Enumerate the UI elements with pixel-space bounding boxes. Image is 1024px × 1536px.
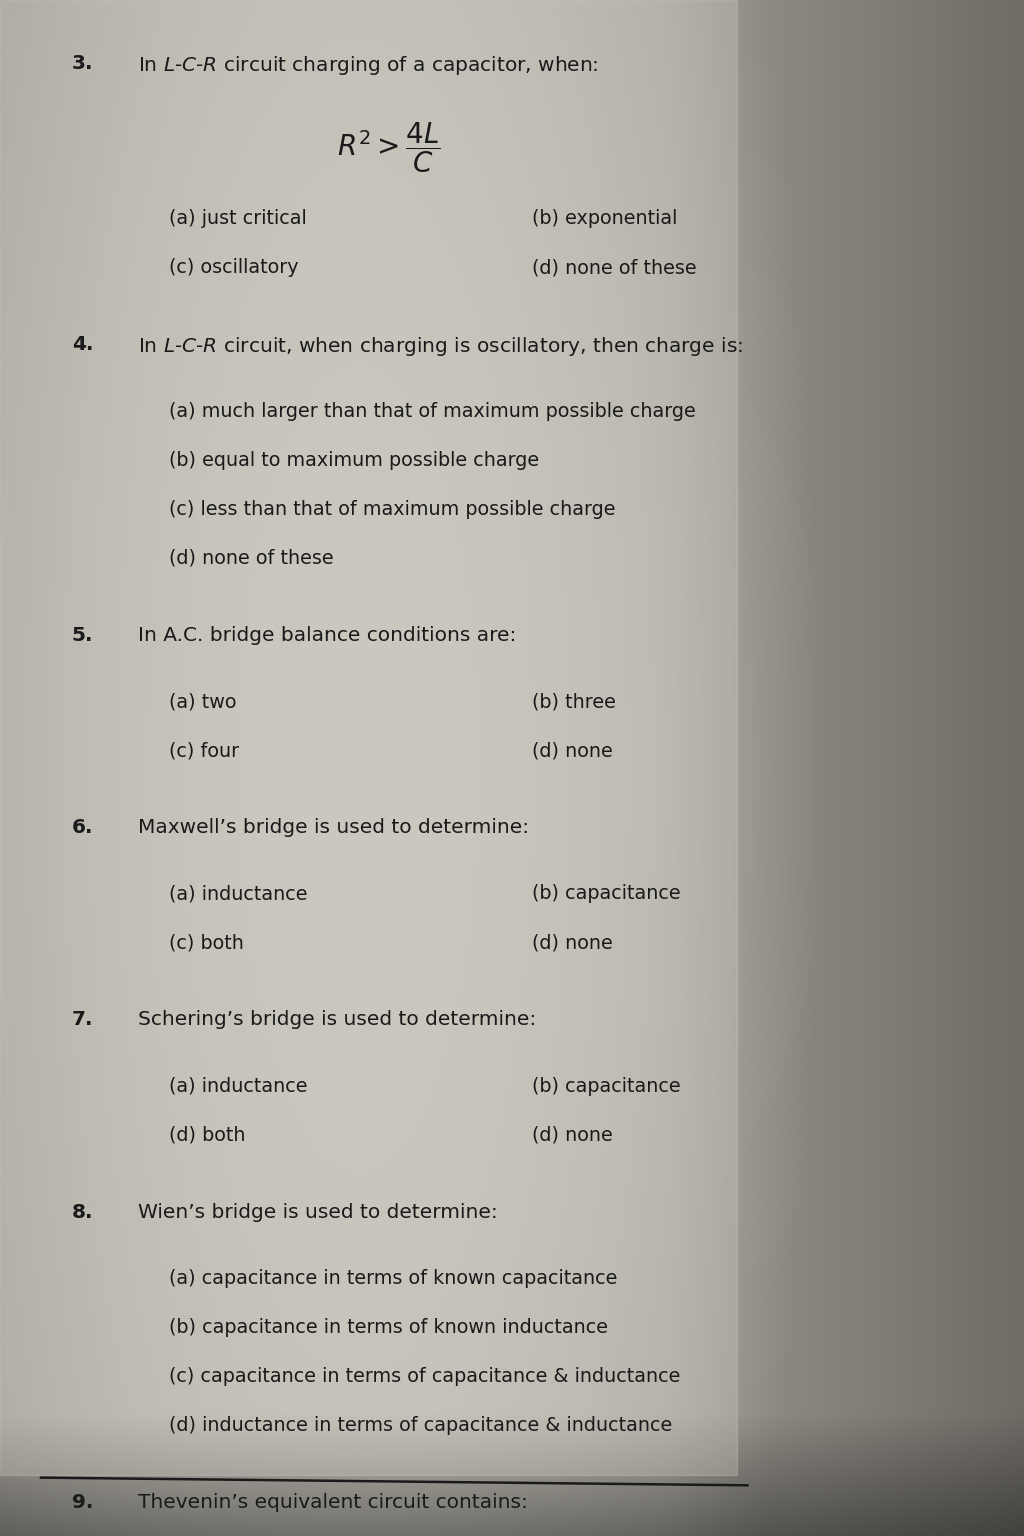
Text: (b) capacitance: (b) capacitance	[532, 885, 681, 903]
Text: (a) inductance: (a) inductance	[169, 1077, 307, 1095]
Text: (a) just critical: (a) just critical	[169, 209, 307, 229]
Text: (c) oscillatory: (c) oscillatory	[169, 258, 299, 278]
Text: (c) less than that of maximum possible charge: (c) less than that of maximum possible c…	[169, 499, 615, 519]
Text: (b) three: (b) three	[532, 693, 616, 711]
Text: (d) none: (d) none	[532, 1126, 613, 1144]
Text: (d) none: (d) none	[532, 934, 613, 952]
Text: (a) inductance: (a) inductance	[169, 885, 307, 903]
Text: (d) none of these: (d) none of these	[532, 258, 697, 278]
Text: 5.: 5.	[72, 625, 93, 645]
Text: Thevenin’s equivalent circuit contains:: Thevenin’s equivalent circuit contains:	[138, 1493, 528, 1513]
Text: 7.: 7.	[72, 1011, 93, 1029]
Text: (b) equal to maximum possible charge: (b) equal to maximum possible charge	[169, 450, 539, 470]
Text: (b) exponential: (b) exponential	[532, 209, 678, 229]
Text: 4.: 4.	[72, 335, 93, 355]
Text: (d) none of these: (d) none of these	[169, 548, 334, 568]
Bar	[0, 0, 737, 1475]
Text: In $L$-$C$-$R$ circuit, when charging is oscillatory, then charge is:: In $L$-$C$-$R$ circuit, when charging is…	[138, 335, 743, 358]
Text: (c) both: (c) both	[169, 934, 244, 952]
Text: Maxwell’s bridge is used to determine:: Maxwell’s bridge is used to determine:	[138, 819, 529, 837]
Text: 8.: 8.	[72, 1203, 93, 1221]
Text: (b) capacitance in terms of known inductance: (b) capacitance in terms of known induct…	[169, 1318, 608, 1338]
Text: 9.: 9.	[72, 1493, 93, 1513]
Text: (d) both: (d) both	[169, 1126, 246, 1144]
Text: (d) none: (d) none	[532, 742, 613, 760]
Text: (c) capacitance in terms of capacitance & inductance: (c) capacitance in terms of capacitance …	[169, 1367, 680, 1387]
Text: In A.C. bridge balance conditions are:: In A.C. bridge balance conditions are:	[138, 625, 517, 645]
Text: 6.: 6.	[72, 819, 93, 837]
Text: (a) much larger than that of maximum possible charge: (a) much larger than that of maximum pos…	[169, 401, 695, 421]
Text: (a) two: (a) two	[169, 693, 237, 711]
Text: In $L$-$C$-$R$ circuit charging of a capacitor, when:: In $L$-$C$-$R$ circuit charging of a cap…	[138, 54, 599, 77]
Text: Schering’s bridge is used to determine:: Schering’s bridge is used to determine:	[138, 1011, 537, 1029]
Text: Wien’s bridge is used to determine:: Wien’s bridge is used to determine:	[138, 1203, 498, 1221]
Text: (c) four: (c) four	[169, 742, 239, 760]
Text: (d) inductance in terms of capacitance & inductance: (d) inductance in terms of capacitance &…	[169, 1416, 672, 1436]
Text: (b) capacitance: (b) capacitance	[532, 1077, 681, 1095]
Text: 3.: 3.	[72, 54, 93, 72]
Text: (a) capacitance in terms of known capacitance: (a) capacitance in terms of known capaci…	[169, 1269, 617, 1289]
Text: $R^2 > \dfrac{4L}{C}$: $R^2 > \dfrac{4L}{C}$	[337, 120, 441, 175]
